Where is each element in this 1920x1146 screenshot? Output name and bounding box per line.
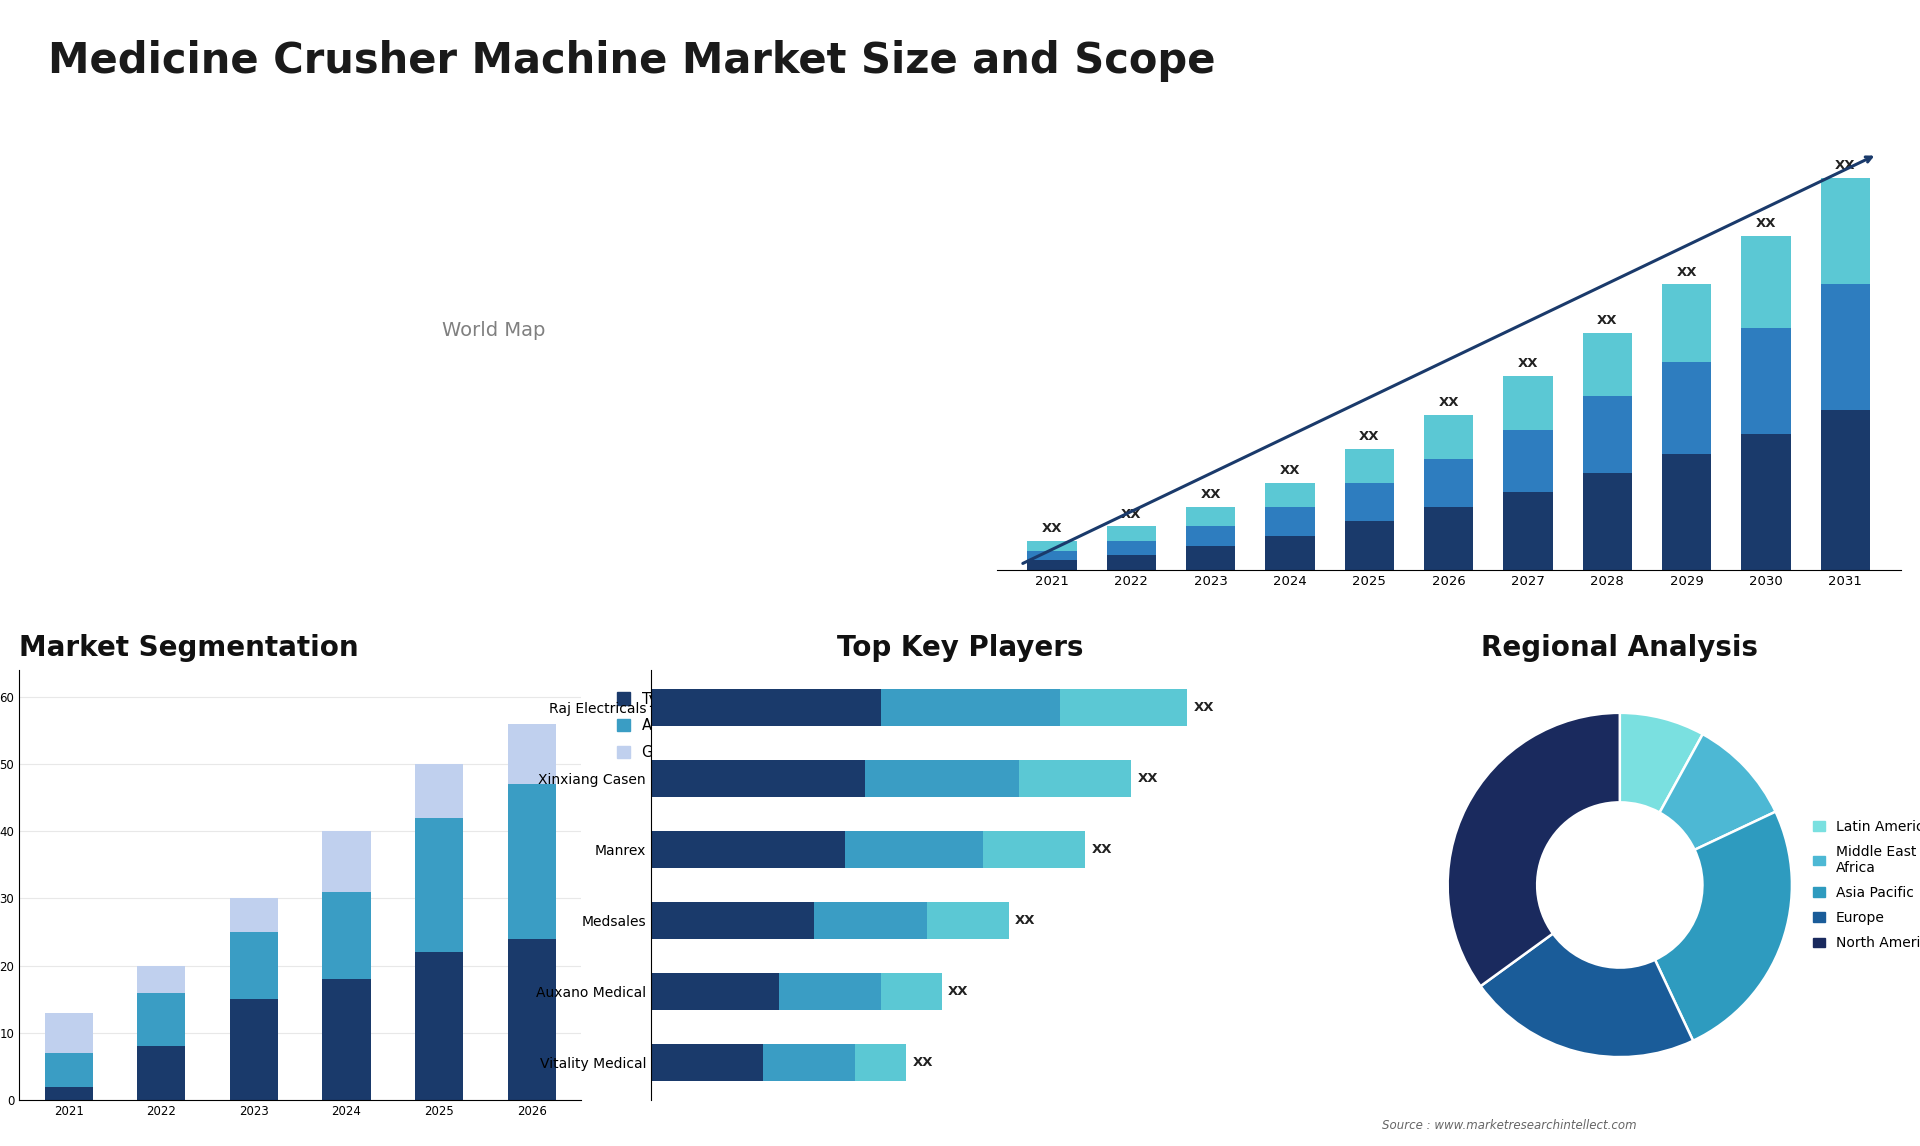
Bar bbox=[1663, 454, 1711, 570]
Bar bbox=[814, 902, 927, 939]
Bar bbox=[1503, 493, 1553, 570]
Bar bbox=[323, 892, 371, 979]
Bar bbox=[1741, 236, 1791, 328]
Bar bbox=[1020, 760, 1131, 798]
Bar bbox=[866, 760, 1020, 798]
Text: XX: XX bbox=[1359, 430, 1380, 444]
Text: XX: XX bbox=[1281, 464, 1300, 477]
Title: Top Key Players: Top Key Players bbox=[837, 634, 1083, 662]
Bar bbox=[507, 723, 555, 784]
Bar bbox=[764, 1044, 854, 1081]
Bar bbox=[854, 1044, 906, 1081]
Bar bbox=[1344, 449, 1394, 482]
Bar bbox=[1425, 507, 1473, 570]
Text: World Map: World Map bbox=[442, 321, 545, 340]
Bar bbox=[44, 1053, 92, 1086]
Bar bbox=[230, 999, 278, 1100]
Bar bbox=[1265, 507, 1315, 536]
Bar bbox=[230, 898, 278, 932]
Bar bbox=[1106, 541, 1156, 556]
Bar bbox=[1027, 541, 1077, 550]
Bar bbox=[138, 992, 186, 1046]
Bar bbox=[323, 831, 371, 892]
Text: Source : www.marketresearchintellect.com: Source : www.marketresearchintellect.com bbox=[1382, 1120, 1638, 1132]
Wedge shape bbox=[1655, 811, 1791, 1041]
Bar bbox=[415, 818, 463, 952]
Bar bbox=[1503, 376, 1553, 430]
Bar bbox=[1187, 545, 1235, 570]
Bar bbox=[1820, 410, 1870, 570]
Text: XX: XX bbox=[1438, 397, 1459, 409]
Bar bbox=[1106, 556, 1156, 570]
Legend: Type, Application, Geography: Type, Application, Geography bbox=[611, 685, 730, 766]
Bar bbox=[1503, 430, 1553, 493]
Text: XX: XX bbox=[912, 1055, 933, 1069]
Text: XX: XX bbox=[1200, 488, 1221, 501]
Bar bbox=[138, 966, 186, 992]
Bar bbox=[1265, 536, 1315, 570]
Text: XX: XX bbox=[1836, 159, 1855, 172]
Bar bbox=[1582, 332, 1632, 395]
Bar bbox=[1344, 521, 1394, 570]
Bar bbox=[983, 831, 1085, 868]
Bar bbox=[1106, 526, 1156, 541]
Bar bbox=[881, 690, 1060, 727]
Bar bbox=[44, 1013, 92, 1053]
Text: XX: XX bbox=[1676, 266, 1697, 278]
Bar bbox=[651, 1044, 764, 1081]
Bar bbox=[651, 690, 881, 727]
Bar bbox=[1820, 284, 1870, 410]
Bar bbox=[651, 831, 845, 868]
Bar bbox=[507, 939, 555, 1100]
Text: XX: XX bbox=[948, 984, 970, 998]
Bar bbox=[323, 979, 371, 1100]
Bar bbox=[845, 831, 983, 868]
Bar bbox=[1187, 507, 1235, 526]
Text: XX: XX bbox=[1014, 913, 1035, 927]
Bar bbox=[1425, 415, 1473, 458]
Title: Regional Analysis: Regional Analysis bbox=[1482, 634, 1759, 662]
Wedge shape bbox=[1448, 713, 1620, 987]
Text: Market Segmentation: Market Segmentation bbox=[19, 634, 359, 662]
Bar bbox=[927, 902, 1008, 939]
Bar bbox=[1663, 284, 1711, 362]
Bar bbox=[1741, 328, 1791, 434]
Bar bbox=[881, 973, 943, 1010]
Wedge shape bbox=[1659, 735, 1776, 850]
Text: XX: XX bbox=[1194, 701, 1213, 714]
Bar bbox=[651, 973, 780, 1010]
Wedge shape bbox=[1480, 934, 1693, 1057]
Bar bbox=[1265, 482, 1315, 507]
Bar bbox=[1060, 690, 1187, 727]
Text: XX: XX bbox=[1755, 218, 1776, 230]
Text: XX: XX bbox=[1043, 523, 1062, 535]
Wedge shape bbox=[1620, 713, 1703, 813]
Bar bbox=[415, 952, 463, 1100]
Legend: Latin America, Middle East &
Africa, Asia Pacific, Europe, North America: Latin America, Middle East & Africa, Asi… bbox=[1807, 814, 1920, 956]
Bar bbox=[780, 973, 881, 1010]
Bar bbox=[1187, 526, 1235, 545]
Bar bbox=[44, 1086, 92, 1100]
Bar bbox=[651, 760, 866, 798]
Bar bbox=[230, 932, 278, 999]
Text: XX: XX bbox=[1517, 358, 1538, 370]
Text: XX: XX bbox=[1137, 772, 1158, 785]
Text: XX: XX bbox=[1121, 508, 1142, 520]
Bar bbox=[1820, 178, 1870, 284]
Text: Medicine Crusher Machine Market Size and Scope: Medicine Crusher Machine Market Size and… bbox=[48, 40, 1215, 83]
Bar bbox=[1582, 473, 1632, 570]
Bar bbox=[1344, 482, 1394, 521]
Bar bbox=[1027, 560, 1077, 570]
Bar bbox=[1741, 434, 1791, 570]
Bar bbox=[1425, 458, 1473, 507]
Bar bbox=[651, 902, 814, 939]
Bar bbox=[1027, 550, 1077, 560]
Bar bbox=[138, 1046, 186, 1100]
Bar bbox=[415, 764, 463, 818]
Text: XX: XX bbox=[1597, 314, 1617, 327]
Bar bbox=[1582, 395, 1632, 473]
Bar bbox=[1663, 362, 1711, 454]
Text: XX: XX bbox=[1091, 843, 1112, 856]
Bar bbox=[507, 784, 555, 939]
